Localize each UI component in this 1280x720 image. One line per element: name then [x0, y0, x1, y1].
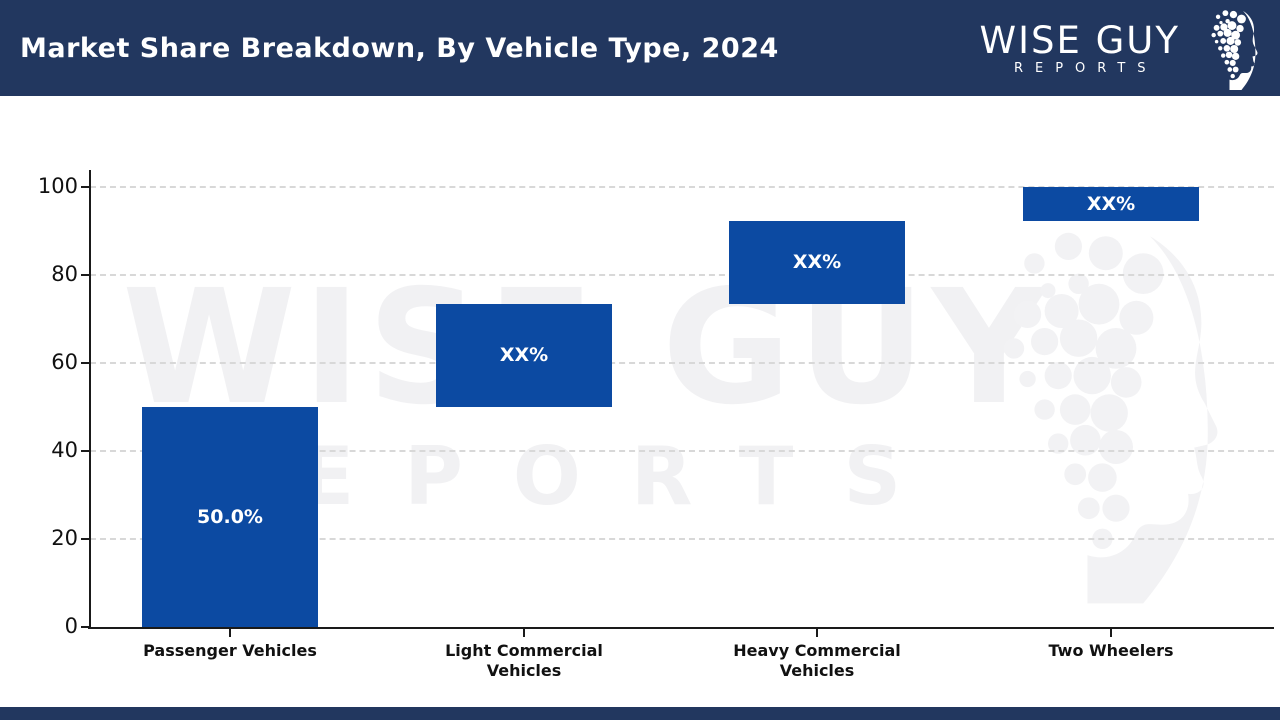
brand-logo-text: WISE GUY REPORTS [980, 21, 1180, 77]
y-axis-tick-label: 40 [51, 438, 78, 462]
x-axis-category-label: Passenger Vehicles [110, 641, 350, 661]
bar-value-label: XX% [792, 251, 842, 274]
brand-name: WISE GUY [979, 19, 1180, 62]
y-gridline [90, 274, 1274, 276]
y-gridline [90, 186, 1274, 188]
y-axis-tick-mark [81, 626, 89, 628]
y-axis-tick-mark [81, 186, 89, 188]
y-axis-tick-mark [81, 450, 89, 452]
x-axis-category-label-line: Light Commercial [445, 641, 603, 660]
x-axis-category-label-line: Passenger Vehicles [143, 641, 317, 660]
y-axis-tick-label: 0 [64, 614, 78, 638]
y-axis-tick-label: 20 [51, 526, 78, 550]
y-axis-tick-label: 60 [51, 350, 78, 374]
bar-value-label: XX% [499, 344, 549, 367]
waterfall-bar: XX% [436, 303, 612, 407]
x-axis-tick-mark [229, 629, 231, 637]
y-gridline [90, 450, 1274, 452]
x-axis-category-label-line: Vehicles [779, 661, 855, 680]
x-axis-category-label: Heavy Commercial Vehicles [697, 641, 937, 681]
brand-logo: WISE GUY REPORTS [980, 8, 1258, 90]
bar-value-label: XX% [1086, 192, 1136, 215]
y-axis-tick-mark [81, 362, 89, 364]
x-axis-category-label: Light Commercial Vehicles [404, 641, 644, 681]
waterfall-bar: XX% [1023, 187, 1199, 221]
y-axis-tick-label: 100 [37, 174, 78, 198]
x-axis-category-label-line: Heavy Commercial [733, 641, 901, 660]
waterfall-bar: XX% [729, 220, 905, 304]
y-axis-tick-mark [81, 538, 89, 540]
y-gridline [90, 538, 1274, 540]
brand-subname: REPORTS [1013, 61, 1158, 76]
y-axis-tick-mark [81, 274, 89, 276]
watermark-face-icon [1003, 232, 1218, 604]
x-axis-category-label-line: Two Wheelers [1048, 641, 1174, 660]
y-gridline [90, 362, 1274, 364]
header-banner: Market Share Breakdown, By Vehicle Type,… [0, 0, 1280, 96]
page-title: Market Share Breakdown, By Vehicle Type,… [20, 32, 779, 64]
x-axis-line [88, 627, 1274, 629]
y-axis-tick-label: 80 [51, 262, 78, 286]
bar-value-label: 50.0% [197, 506, 263, 528]
y-axis-line [89, 170, 91, 629]
waterfall-bar: 50.0% [142, 407, 318, 627]
footer-banner [0, 707, 1280, 720]
x-axis-tick-mark [523, 629, 525, 637]
x-axis-category-label-line: Vehicles [486, 661, 562, 680]
x-axis-tick-mark [1110, 629, 1112, 637]
x-axis-category-label: Two Wheelers [991, 641, 1231, 661]
x-axis-tick-mark [816, 629, 818, 637]
dotted-face-icon [1211, 10, 1258, 90]
